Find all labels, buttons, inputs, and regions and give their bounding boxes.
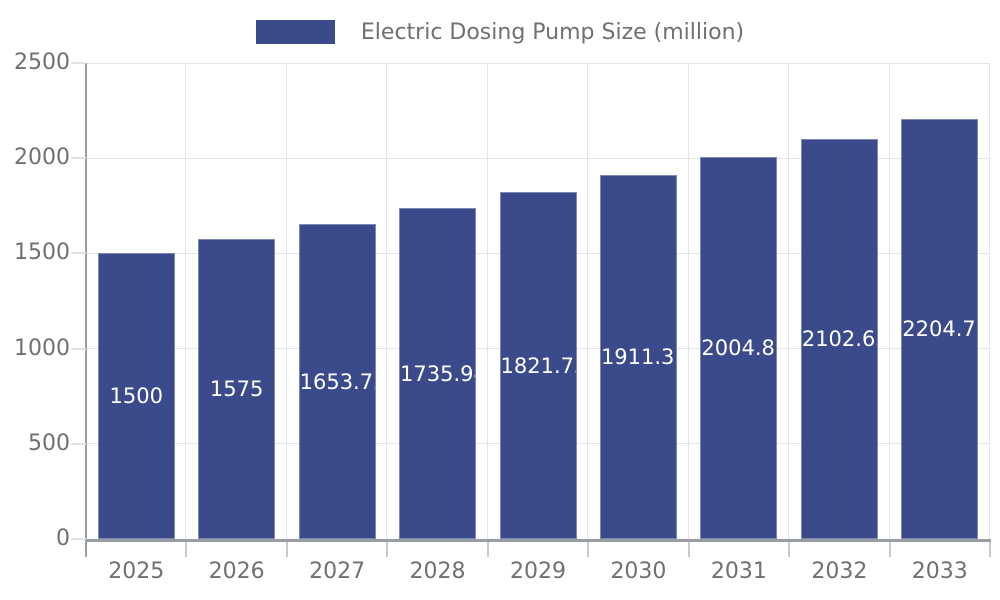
y-tick-label: 500 xyxy=(28,430,70,456)
y-axis-tick xyxy=(71,538,86,540)
x-axis-tick xyxy=(888,542,891,557)
y-tick-label: 0 xyxy=(56,526,70,551)
bar-value-label: 1653.75 xyxy=(299,369,375,394)
gridline-horizontal xyxy=(86,157,990,159)
x-tick-label: 2029 xyxy=(509,559,566,584)
legend-swatch-icon[interactable] xyxy=(255,20,335,44)
gridline-vertical xyxy=(989,63,990,539)
y-axis-tick xyxy=(71,442,86,445)
y-tick-label: 1500 xyxy=(14,240,70,266)
bar-value-label: 1575 xyxy=(209,377,264,402)
x-tick-label: 2026 xyxy=(208,559,265,584)
bar-value-label: 1821.73 xyxy=(500,353,576,378)
legend-label[interactable]: Electric Dosing Pump Size (million) xyxy=(360,19,745,45)
bar-value-label: 1911.32 xyxy=(600,345,676,370)
y-tick-label: 2000 xyxy=(14,145,70,171)
gridline-vertical xyxy=(486,63,488,539)
gridline-vertical xyxy=(587,63,589,539)
bar-2029: 1821.73 xyxy=(499,192,577,539)
y-axis-tick xyxy=(71,62,86,64)
x-tick-label: 2031 xyxy=(710,559,767,584)
bar-2032: 2102.63 xyxy=(800,138,878,539)
y-tick-label: 2500 xyxy=(14,50,70,75)
y-axis-line xyxy=(85,63,87,557)
x-axis-tick xyxy=(587,542,590,557)
x-axis-tick xyxy=(687,542,690,557)
x-axis-tick xyxy=(788,542,791,557)
x-axis-tick xyxy=(285,542,288,557)
bar-value-label: 2004.89 xyxy=(701,336,776,361)
x-tick-label: 2027 xyxy=(309,559,366,584)
bar-value-label: 2102.63 xyxy=(801,326,877,351)
bar-2033: 2204.76 xyxy=(901,119,979,539)
gridline-vertical xyxy=(687,63,689,539)
x-tick-label: 2028 xyxy=(409,559,466,584)
gridline-horizontal xyxy=(86,62,990,64)
x-axis-tick xyxy=(386,542,389,557)
gridline-vertical xyxy=(888,63,890,539)
bar-2025: 1500 xyxy=(97,253,175,539)
legend[interactable]: Electric Dosing Pump Size (million) xyxy=(0,18,1000,46)
x-axis-tick xyxy=(185,542,188,557)
y-tick-label: 1000 xyxy=(14,335,70,361)
gridline-vertical xyxy=(788,63,790,539)
x-tick-label: 2032 xyxy=(811,559,868,584)
y-axis-tick xyxy=(71,252,86,255)
bar-value-label: 2204.76 xyxy=(902,317,977,342)
gridline-vertical xyxy=(386,63,388,539)
x-axis-tick xyxy=(486,542,489,557)
bar-2028: 1735.94 xyxy=(399,208,477,539)
y-axis-tick xyxy=(71,347,86,350)
gridline-vertical xyxy=(185,63,187,539)
bar-2027: 1653.75 xyxy=(298,224,376,539)
bar-2031: 2004.89 xyxy=(700,157,778,539)
x-axis-line xyxy=(86,539,991,542)
x-tick-label: 2030 xyxy=(610,559,667,584)
x-tick-label: 2025 xyxy=(108,559,165,584)
bar-2030: 1911.32 xyxy=(599,175,677,539)
bar-2026: 1575 xyxy=(198,239,276,539)
y-axis-tick xyxy=(71,157,86,160)
x-axis-tick xyxy=(989,542,991,557)
bar-value-label: 1500 xyxy=(109,384,163,409)
gridline-vertical xyxy=(285,63,287,539)
x-tick-label: 2033 xyxy=(911,559,968,584)
bar-value-label: 1735.94 xyxy=(400,361,475,386)
